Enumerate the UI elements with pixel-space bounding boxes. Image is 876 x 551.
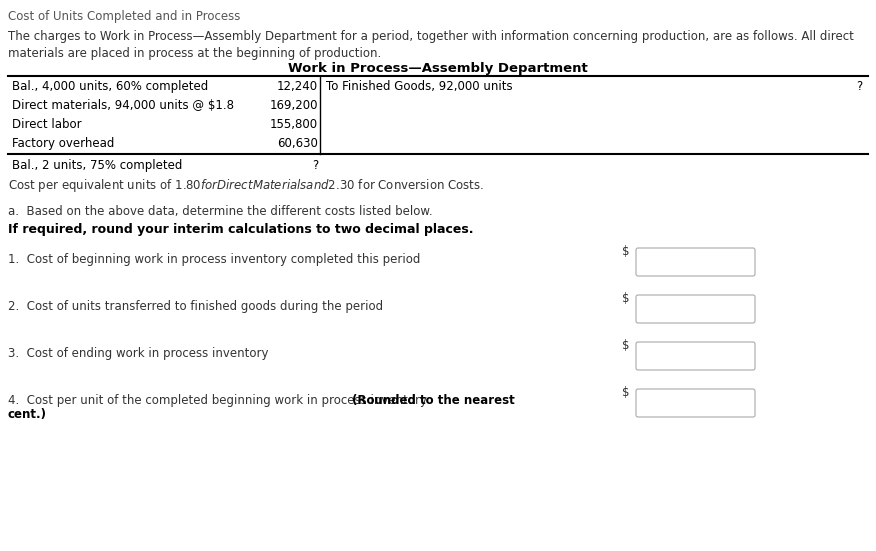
Text: cent.): cent.): [8, 408, 47, 421]
Text: If required, round your interim calculations to two decimal places.: If required, round your interim calculat…: [8, 223, 474, 236]
FancyBboxPatch shape: [636, 248, 755, 276]
Text: $: $: [622, 339, 630, 352]
Text: Direct labor: Direct labor: [12, 118, 81, 131]
Text: a.  Based on the above data, determine the different costs listed below.: a. Based on the above data, determine th…: [8, 205, 433, 218]
FancyBboxPatch shape: [636, 389, 755, 417]
FancyBboxPatch shape: [636, 295, 755, 323]
Text: 4.  Cost per unit of the completed beginning work in process inventory: 4. Cost per unit of the completed beginn…: [8, 394, 431, 407]
Text: 60,630: 60,630: [277, 137, 318, 150]
Text: Work in Process—Assembly Department: Work in Process—Assembly Department: [288, 62, 588, 75]
Text: 1.  Cost of beginning work in process inventory completed this period: 1. Cost of beginning work in process inv…: [8, 253, 420, 266]
Text: ?: ?: [312, 159, 318, 172]
Text: $: $: [622, 245, 630, 258]
Text: materials are placed in process at the beginning of production.: materials are placed in process at the b…: [8, 47, 381, 60]
Text: Direct materials, 94,000 units @ $1.8: Direct materials, 94,000 units @ $1.8: [12, 99, 234, 112]
Text: ?: ?: [856, 80, 862, 93]
Text: 169,200: 169,200: [270, 99, 318, 112]
Text: Factory overhead: Factory overhead: [12, 137, 115, 150]
Text: (Rounded to the nearest: (Rounded to the nearest: [352, 394, 515, 407]
Text: To Finished Goods, 92,000 units: To Finished Goods, 92,000 units: [326, 80, 512, 93]
Text: 155,800: 155,800: [270, 118, 318, 131]
Text: Cost of Units Completed and in Process: Cost of Units Completed and in Process: [8, 10, 240, 23]
Text: 12,240: 12,240: [277, 80, 318, 93]
Text: Bal., 4,000 units, 60% completed: Bal., 4,000 units, 60% completed: [12, 80, 208, 93]
Text: $: $: [622, 292, 630, 305]
Text: 2.  Cost of units transferred to finished goods during the period: 2. Cost of units transferred to finished…: [8, 300, 383, 313]
Text: Bal., 2 units, 75% completed: Bal., 2 units, 75% completed: [12, 159, 182, 172]
Text: The charges to Work in Process—Assembly Department for a period, together with i: The charges to Work in Process—Assembly …: [8, 30, 854, 43]
Text: Cost per equivalent units of $1.80 for Direct Materials and $2.30 for Conversion: Cost per equivalent units of $1.80 for D…: [8, 177, 484, 194]
Text: $: $: [622, 386, 630, 399]
FancyBboxPatch shape: [636, 342, 755, 370]
Text: 3.  Cost of ending work in process inventory: 3. Cost of ending work in process invent…: [8, 347, 269, 360]
